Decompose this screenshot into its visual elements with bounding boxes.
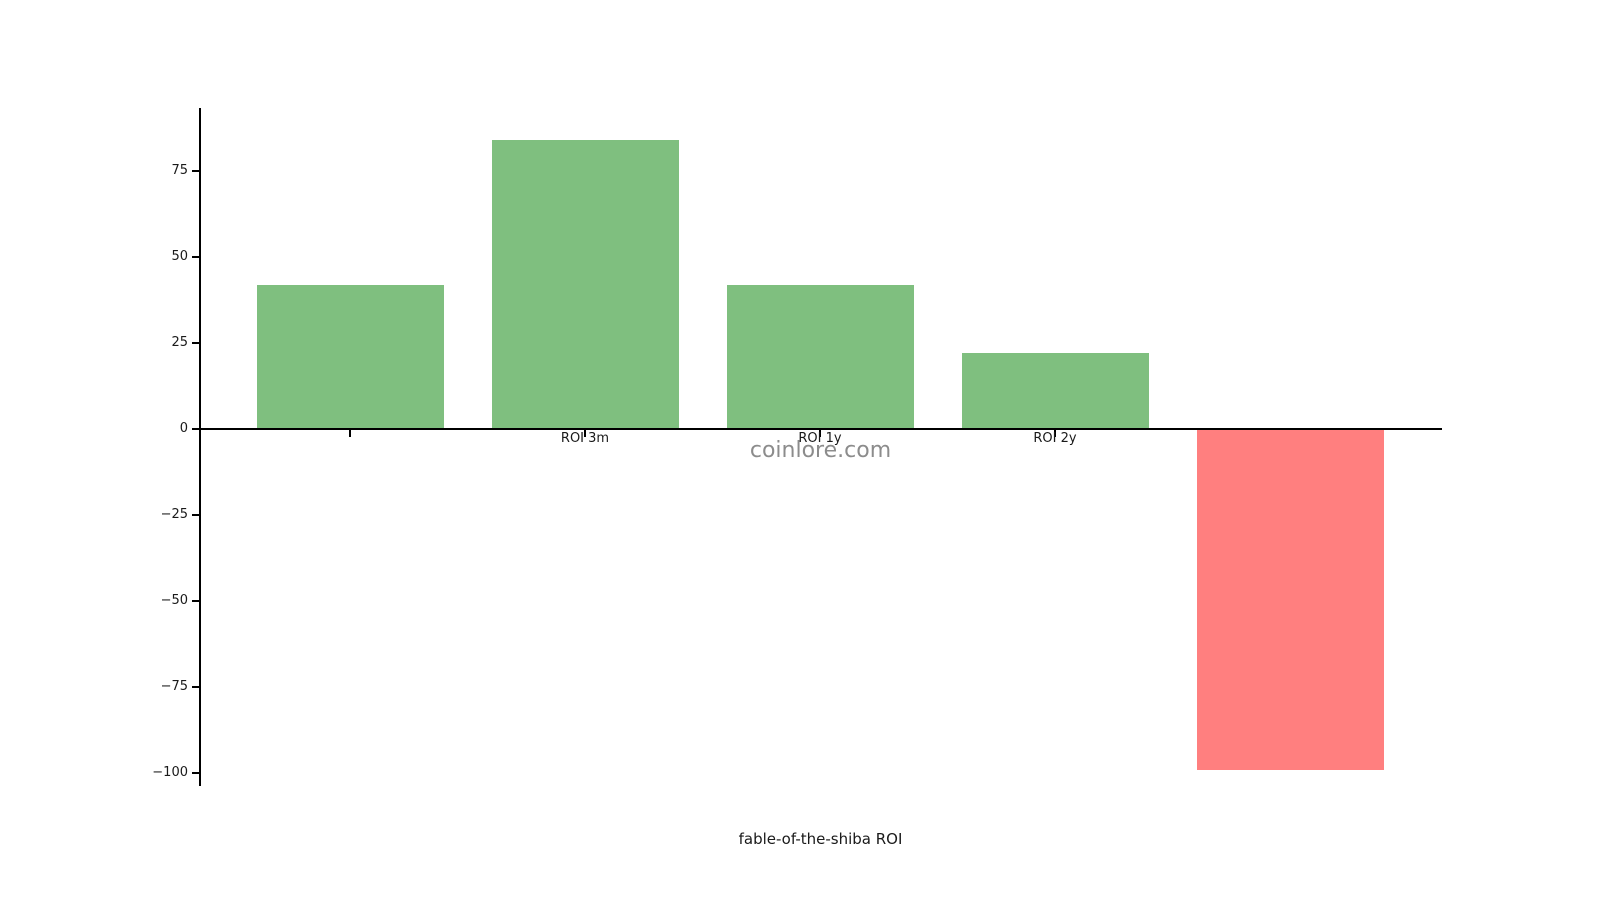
y-tick-label: −75 — [160, 679, 188, 694]
y-tick-mark — [192, 342, 199, 344]
y-tick-mark — [192, 772, 199, 774]
x-tick-mark — [584, 429, 586, 437]
bar-positive — [491, 140, 679, 429]
y-tick-mark — [192, 256, 199, 258]
bar-positive — [726, 284, 914, 429]
y-tick-label: −50 — [160, 593, 188, 608]
x-tick-label: ROI 1y — [798, 431, 842, 446]
x-tick-label: ROI 3m — [560, 431, 610, 446]
y-tick-mark — [192, 686, 199, 688]
y-tick-mark — [192, 600, 199, 602]
y-tick-mark — [192, 170, 199, 172]
x-tick-label: ROI 2y — [1033, 431, 1077, 446]
y-tick-mark — [192, 514, 199, 516]
y-tick-label: −100 — [152, 765, 188, 780]
chart-title: fable-of-the-shiba ROI — [738, 830, 903, 848]
x-axis-line — [199, 428, 1442, 430]
y-tick-label: 25 — [171, 335, 188, 350]
x-tick-mark — [1054, 429, 1056, 437]
bar-positive — [256, 284, 444, 429]
watermark: coinlore.com — [749, 438, 892, 463]
y-tick-mark — [192, 428, 199, 430]
y-tick-label: 50 — [171, 249, 188, 264]
y-axis-spine — [199, 108, 201, 786]
y-tick-label: −25 — [160, 507, 188, 522]
bar-positive — [961, 353, 1149, 429]
x-tick-mark — [349, 429, 351, 437]
y-tick-label: 75 — [171, 163, 188, 178]
bar-negative — [1196, 429, 1384, 770]
y-tick-label: 0 — [179, 421, 188, 436]
x-tick-mark — [819, 429, 821, 437]
